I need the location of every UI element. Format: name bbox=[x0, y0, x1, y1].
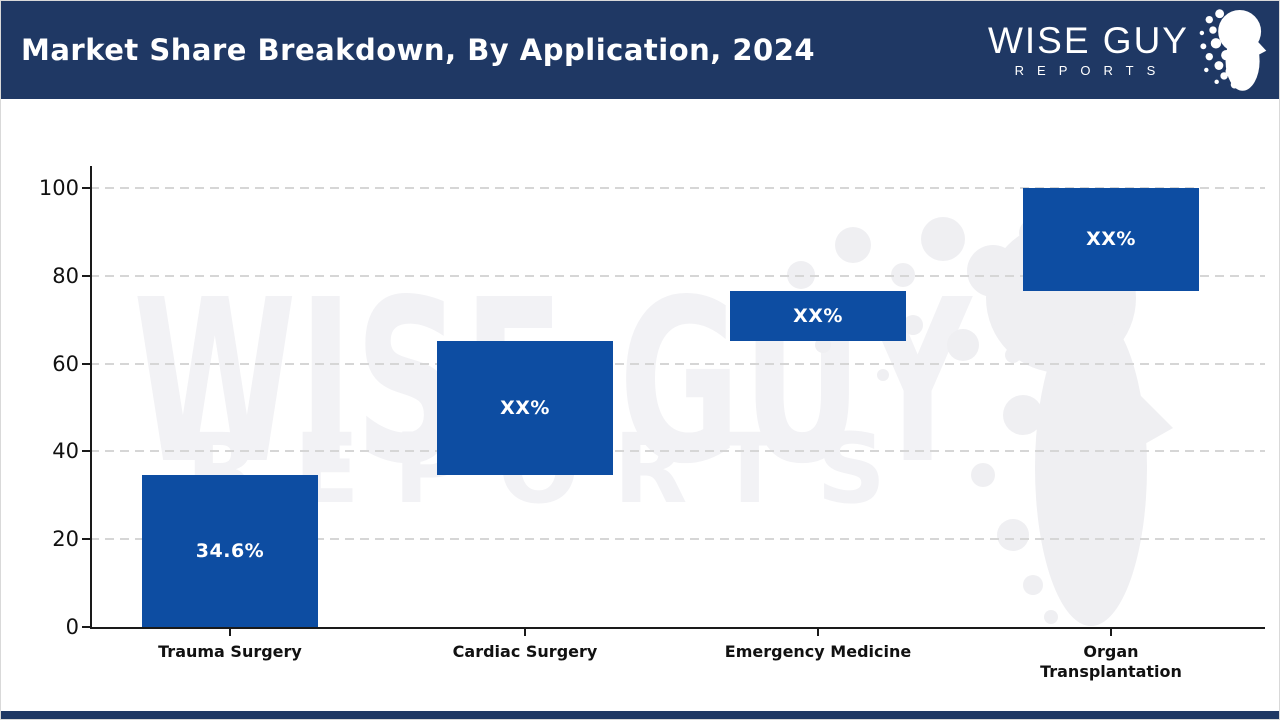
gridline-y100 bbox=[90, 187, 1265, 189]
brand-head-icon bbox=[1199, 9, 1267, 91]
y-tick-label: 40 bbox=[52, 439, 79, 464]
bar-value-label: XX% bbox=[500, 396, 550, 419]
x-tick-mark bbox=[817, 629, 819, 636]
bar-value-label: XX% bbox=[793, 304, 843, 327]
x-tick-label: Organ Transplantation bbox=[1040, 642, 1182, 682]
y-axis-spine bbox=[90, 166, 92, 629]
header: Market Share Breakdown, By Application, … bbox=[1, 1, 1279, 99]
bar-cardiac-surgery: XX% bbox=[437, 340, 613, 476]
brand-logo: WISE GUY REPORTS bbox=[988, 5, 1267, 95]
x-tick-mark bbox=[524, 629, 526, 636]
y-tick-mark bbox=[82, 187, 90, 189]
bar-trauma-surgery: 34.6% bbox=[142, 475, 318, 627]
y-tick-label: 0 bbox=[65, 615, 79, 639]
y-tick-mark bbox=[82, 274, 90, 277]
y-tick-mark bbox=[82, 362, 90, 365]
x-axis-spine bbox=[90, 627, 1265, 629]
footer-bar bbox=[1, 711, 1279, 719]
page-title: Market Share Breakdown, By Application, … bbox=[21, 33, 816, 67]
y-tick-label: 100 bbox=[38, 176, 79, 200]
brand-name: WISE GUY bbox=[987, 20, 1189, 62]
x-tick-mark bbox=[229, 629, 231, 636]
y-tick-label: 60 bbox=[52, 351, 79, 376]
y-tick-mark bbox=[82, 626, 90, 628]
y-tick-label: 20 bbox=[52, 527, 79, 552]
brand-logo-text: WISE GUY REPORTS bbox=[987, 20, 1189, 78]
bar-emergency-medicine: XX% bbox=[730, 290, 906, 341]
gridline-y20 bbox=[90, 538, 1265, 541]
y-tick-mark bbox=[82, 450, 90, 453]
bar-organ-transplantation: XX% bbox=[1023, 188, 1199, 291]
brand-subname: REPORTS bbox=[1014, 62, 1169, 78]
gridline-y80 bbox=[90, 274, 1265, 277]
x-tick-label: Emergency Medicine bbox=[724, 642, 912, 661]
gridline-y60 bbox=[90, 362, 1265, 365]
x-tick-label: Trauma Surgery bbox=[158, 642, 302, 661]
x-tick-label: Cardiac Surgery bbox=[452, 642, 598, 661]
bar-value-label: 34.6% bbox=[195, 540, 265, 563]
y-tick-label: 80 bbox=[52, 263, 79, 288]
bar-value-label: XX% bbox=[1086, 228, 1136, 251]
gridline-y40 bbox=[90, 450, 1265, 453]
x-tick-mark bbox=[1110, 629, 1112, 636]
y-tick-mark bbox=[82, 538, 90, 541]
